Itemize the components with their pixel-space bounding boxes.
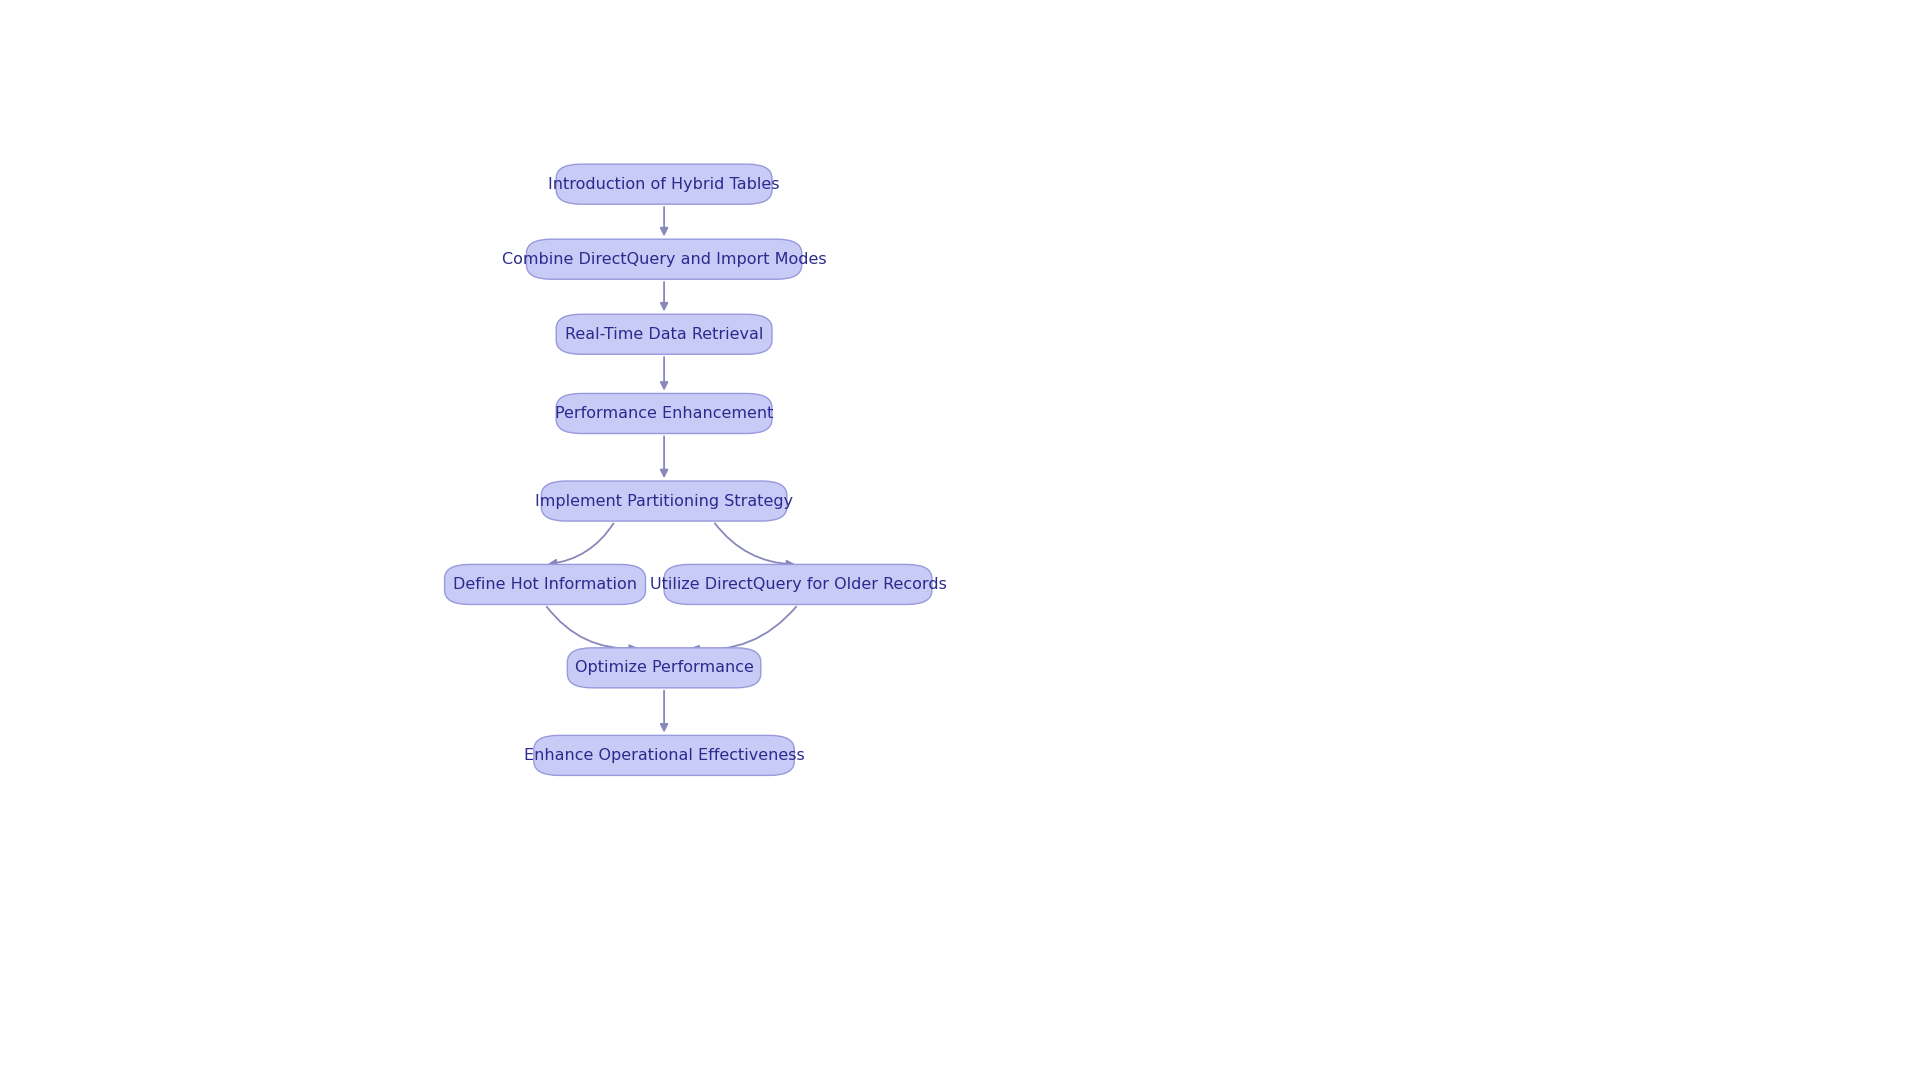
Text: Performance Enhancement: Performance Enhancement (555, 406, 774, 421)
FancyBboxPatch shape (445, 564, 645, 604)
FancyBboxPatch shape (557, 165, 772, 205)
Text: Utilize DirectQuery for Older Records: Utilize DirectQuery for Older Records (649, 577, 947, 592)
Text: Combine DirectQuery and Import Modes: Combine DirectQuery and Import Modes (501, 251, 826, 266)
Text: Implement Partitioning Strategy: Implement Partitioning Strategy (536, 494, 793, 509)
FancyBboxPatch shape (557, 393, 772, 433)
Text: Optimize Performance: Optimize Performance (574, 661, 753, 676)
Text: Enhance Operational Effectiveness: Enhance Operational Effectiveness (524, 748, 804, 762)
FancyBboxPatch shape (541, 481, 787, 521)
FancyBboxPatch shape (534, 735, 795, 775)
FancyBboxPatch shape (566, 648, 760, 688)
FancyBboxPatch shape (526, 239, 803, 279)
Text: Define Hot Information: Define Hot Information (453, 577, 637, 592)
FancyBboxPatch shape (557, 314, 772, 354)
Text: Introduction of Hybrid Tables: Introduction of Hybrid Tables (549, 177, 780, 192)
FancyBboxPatch shape (664, 564, 931, 604)
Text: Real-Time Data Retrieval: Real-Time Data Retrieval (564, 327, 764, 342)
